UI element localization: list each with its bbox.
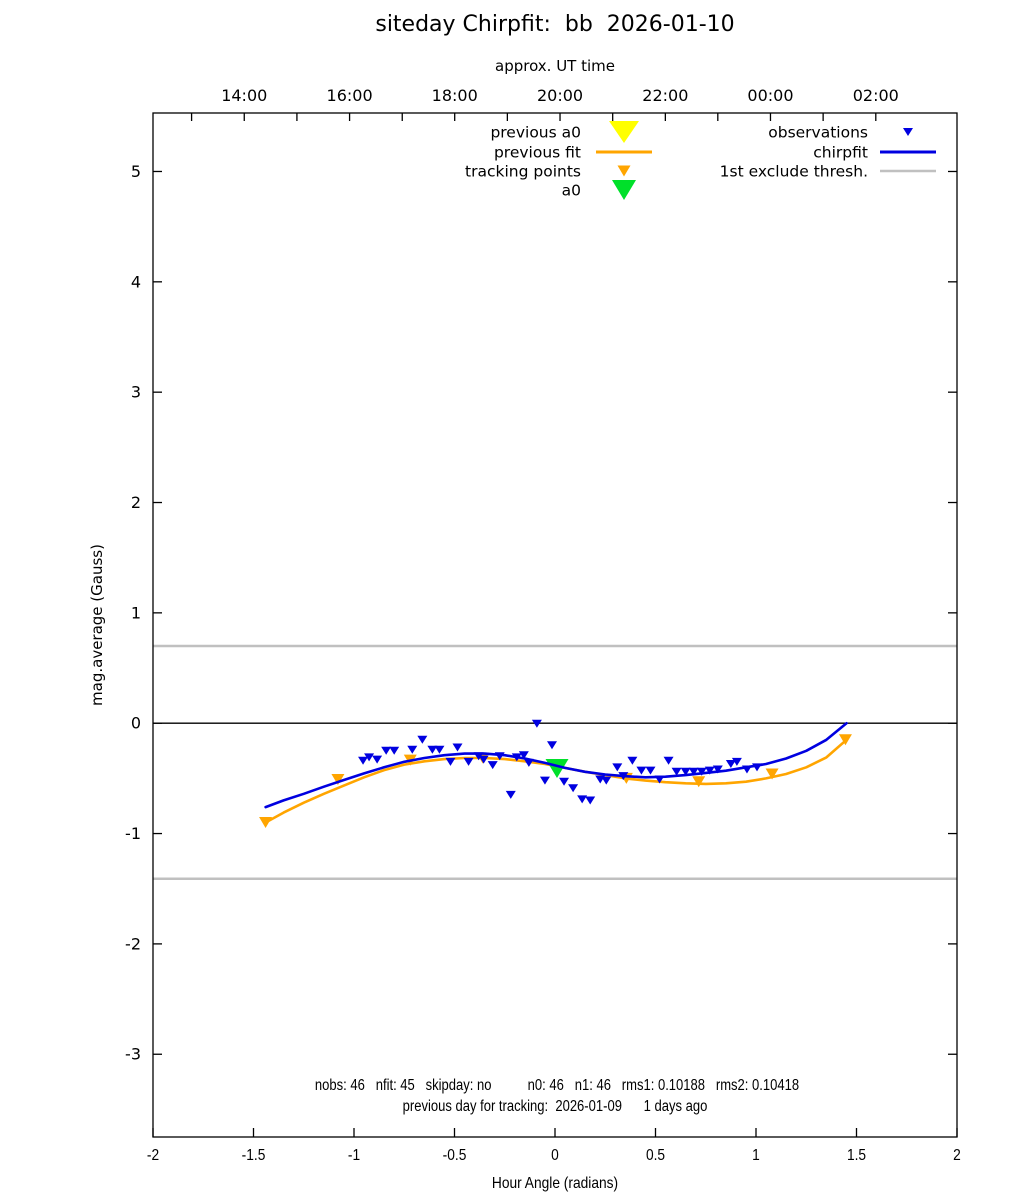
x-tick-label: 2 <box>953 1146 961 1164</box>
observation-point <box>452 743 463 752</box>
observation-point <box>731 757 742 766</box>
x-tick-label: -0.5 <box>443 1146 467 1164</box>
tracking-point <box>838 734 852 746</box>
y-tick-label: 5 <box>131 162 141 181</box>
plot-border <box>152 112 958 1138</box>
observation-point <box>680 767 691 776</box>
observation-point <box>618 772 629 781</box>
legend-sample-tracking-points <box>617 165 631 177</box>
y-tick-label: -1 <box>125 824 141 843</box>
observation-point <box>427 745 438 754</box>
ut-tick-label: 14:00 <box>221 86 267 105</box>
observation-point <box>389 746 400 755</box>
y-tick-label: -3 <box>125 1045 141 1064</box>
observation-point <box>494 752 505 761</box>
observation-point <box>434 745 445 754</box>
observation-point <box>407 745 418 754</box>
ut-tick-label: 22:00 <box>642 86 688 105</box>
legend-label-1st-exclude-thresh: 1st exclude thresh. <box>720 163 868 181</box>
observation-point <box>741 765 752 774</box>
x-tick-label: -1.5 <box>242 1146 266 1164</box>
ut-tick-label: 18:00 <box>432 86 478 105</box>
observation-point <box>671 767 682 776</box>
observation-point <box>546 741 557 750</box>
observation-point <box>511 753 522 762</box>
x-tick-label: -2 <box>147 1146 159 1164</box>
observation-point <box>381 746 392 755</box>
y-tick-label: 1 <box>131 603 141 622</box>
tracking-point <box>765 768 779 780</box>
previous-fit-line <box>264 738 848 824</box>
y-tick-label: 4 <box>131 272 141 291</box>
observation-point <box>473 752 484 761</box>
x-tick-label: -1 <box>348 1146 360 1164</box>
x-tick-label: 0 <box>551 1146 559 1164</box>
observation-point <box>663 756 674 765</box>
stats-line-2: previous day for tracking: 2026-01-09 1 … <box>402 1098 708 1115</box>
x-tick-label: 1 <box>752 1146 760 1164</box>
observation-point <box>704 766 715 775</box>
tracking-point <box>692 776 706 788</box>
legend-label-previous-fit: previous fit <box>494 144 581 162</box>
observation-point <box>568 784 579 793</box>
observation-point <box>725 760 736 769</box>
y-tick-label: 3 <box>131 383 141 402</box>
tracking-point <box>331 773 345 785</box>
ut-tick-label: 02:00 <box>853 86 899 105</box>
observation-point <box>539 776 550 785</box>
observation-point <box>601 776 612 785</box>
observation-point <box>478 755 489 764</box>
observation-point <box>518 751 529 760</box>
observation-point <box>585 796 596 805</box>
ut-tick-label: 00:00 <box>747 86 793 105</box>
observation-point <box>523 758 534 767</box>
observation-point <box>445 757 456 766</box>
legend-label-tracking-points: tracking points <box>465 163 581 181</box>
top-axis-label: approx. UT time <box>495 57 615 75</box>
observation-point <box>654 775 665 784</box>
x-tick-label: 0.5 <box>646 1146 665 1164</box>
observation-point <box>364 753 375 762</box>
y-tick-label: 0 <box>131 714 141 733</box>
observation-point <box>627 756 638 765</box>
observation-point <box>645 766 656 775</box>
legend-sample-previous-a0 <box>609 121 639 143</box>
observation-point <box>577 795 588 804</box>
legend-label-observations: observations <box>768 124 868 142</box>
observation-point <box>559 777 570 786</box>
observation-point <box>531 719 542 728</box>
legend-sample-observations <box>903 128 913 136</box>
observation-point <box>752 763 763 772</box>
x-axis-label: Hour Angle (radians) <box>491 1175 619 1192</box>
observation-point <box>417 735 428 744</box>
observation-point <box>358 756 369 765</box>
observation-point <box>688 767 699 776</box>
observation-point <box>372 755 383 764</box>
observation-point <box>696 767 707 776</box>
legend-sample-a0 <box>612 180 636 200</box>
y-tick-label: -2 <box>125 934 141 953</box>
tracking-point <box>259 817 273 829</box>
ut-tick-label: 20:00 <box>537 86 583 105</box>
legend-label-previous-a0: previous a0 <box>490 124 581 142</box>
observation-point <box>463 757 474 766</box>
x-tick-label: 1.5 <box>847 1146 866 1164</box>
observation-point <box>612 763 623 772</box>
legend-label-a0: a0 <box>562 182 581 200</box>
chart-title: siteday Chirpfit: bb 2026-01-10 <box>375 12 735 37</box>
observation-point <box>487 761 498 770</box>
legend-label-chirpfit: chirpfit <box>813 144 868 162</box>
observation-point <box>505 790 516 799</box>
observation-point <box>712 765 723 774</box>
ut-tick-label: 16:00 <box>327 86 373 105</box>
stats-line-1: nobs: 46 nfit: 45 skipday: no n0: 46 n1:… <box>314 1077 800 1094</box>
observation-point <box>636 766 647 775</box>
y-tick-label: 2 <box>131 493 141 512</box>
